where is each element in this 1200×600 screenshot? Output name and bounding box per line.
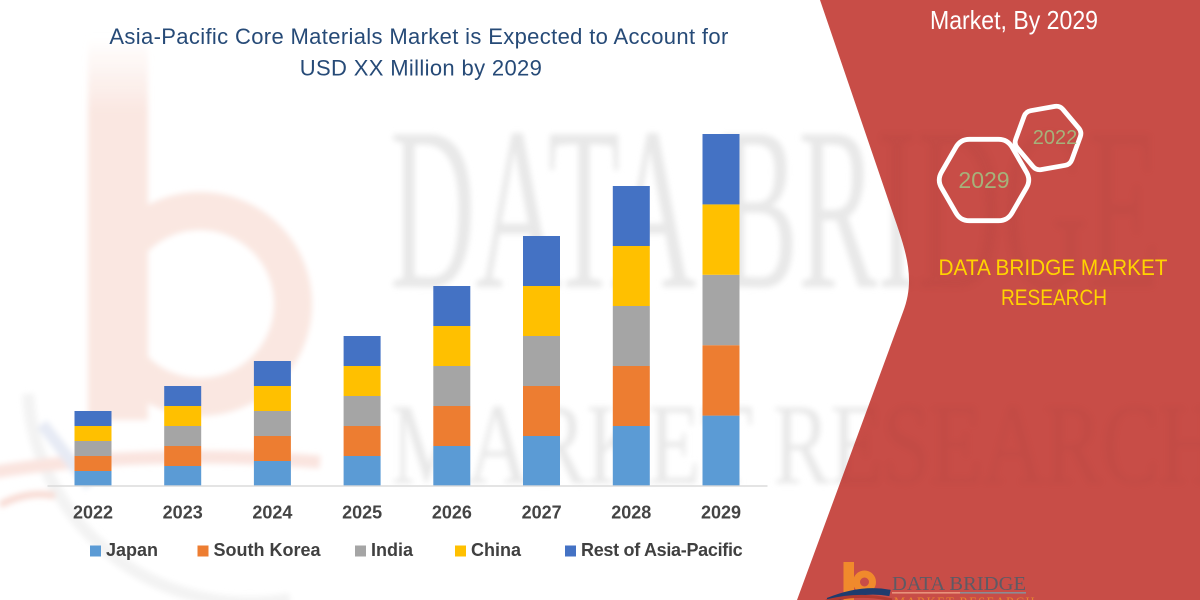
svg-text:2028: 2028 <box>611 503 651 523</box>
svg-text:South Korea: South Korea <box>214 540 322 560</box>
svg-text:2022: 2022 <box>1033 127 1078 149</box>
svg-text:2023: 2023 <box>163 503 203 523</box>
svg-text:Market, By 2029: Market, By 2029 <box>930 5 1098 35</box>
svg-text:Asia-Pacific Core Materials Ma: Asia-Pacific Core Materials Market is Ex… <box>109 24 728 49</box>
svg-text:2022: 2022 <box>73 503 113 523</box>
svg-text:Japan: Japan <box>106 540 158 560</box>
svg-text:2029: 2029 <box>958 167 1009 193</box>
svg-text:India: India <box>371 540 414 560</box>
svg-text:2026: 2026 <box>432 503 472 523</box>
svg-text:DATA BRIDGE MARKET: DATA BRIDGE MARKET <box>939 255 1168 280</box>
svg-text:DATA BRIDGE: DATA BRIDGE <box>892 573 1026 595</box>
svg-text:Rest of Asia-Pacific: Rest of Asia-Pacific <box>581 540 743 560</box>
svg-text:RESEARCH: RESEARCH <box>1001 285 1107 310</box>
svg-text:MARKET RESEARCH: MARKET RESEARCH <box>894 595 1036 600</box>
svg-text:2025: 2025 <box>342 503 382 523</box>
svg-text:China: China <box>471 540 522 560</box>
svg-text:2027: 2027 <box>522 503 562 523</box>
svg-text:2029: 2029 <box>701 503 741 523</box>
svg-text:USD XX Million by 2029: USD XX Million by 2029 <box>300 56 542 81</box>
svg-text:2024: 2024 <box>252 503 292 523</box>
